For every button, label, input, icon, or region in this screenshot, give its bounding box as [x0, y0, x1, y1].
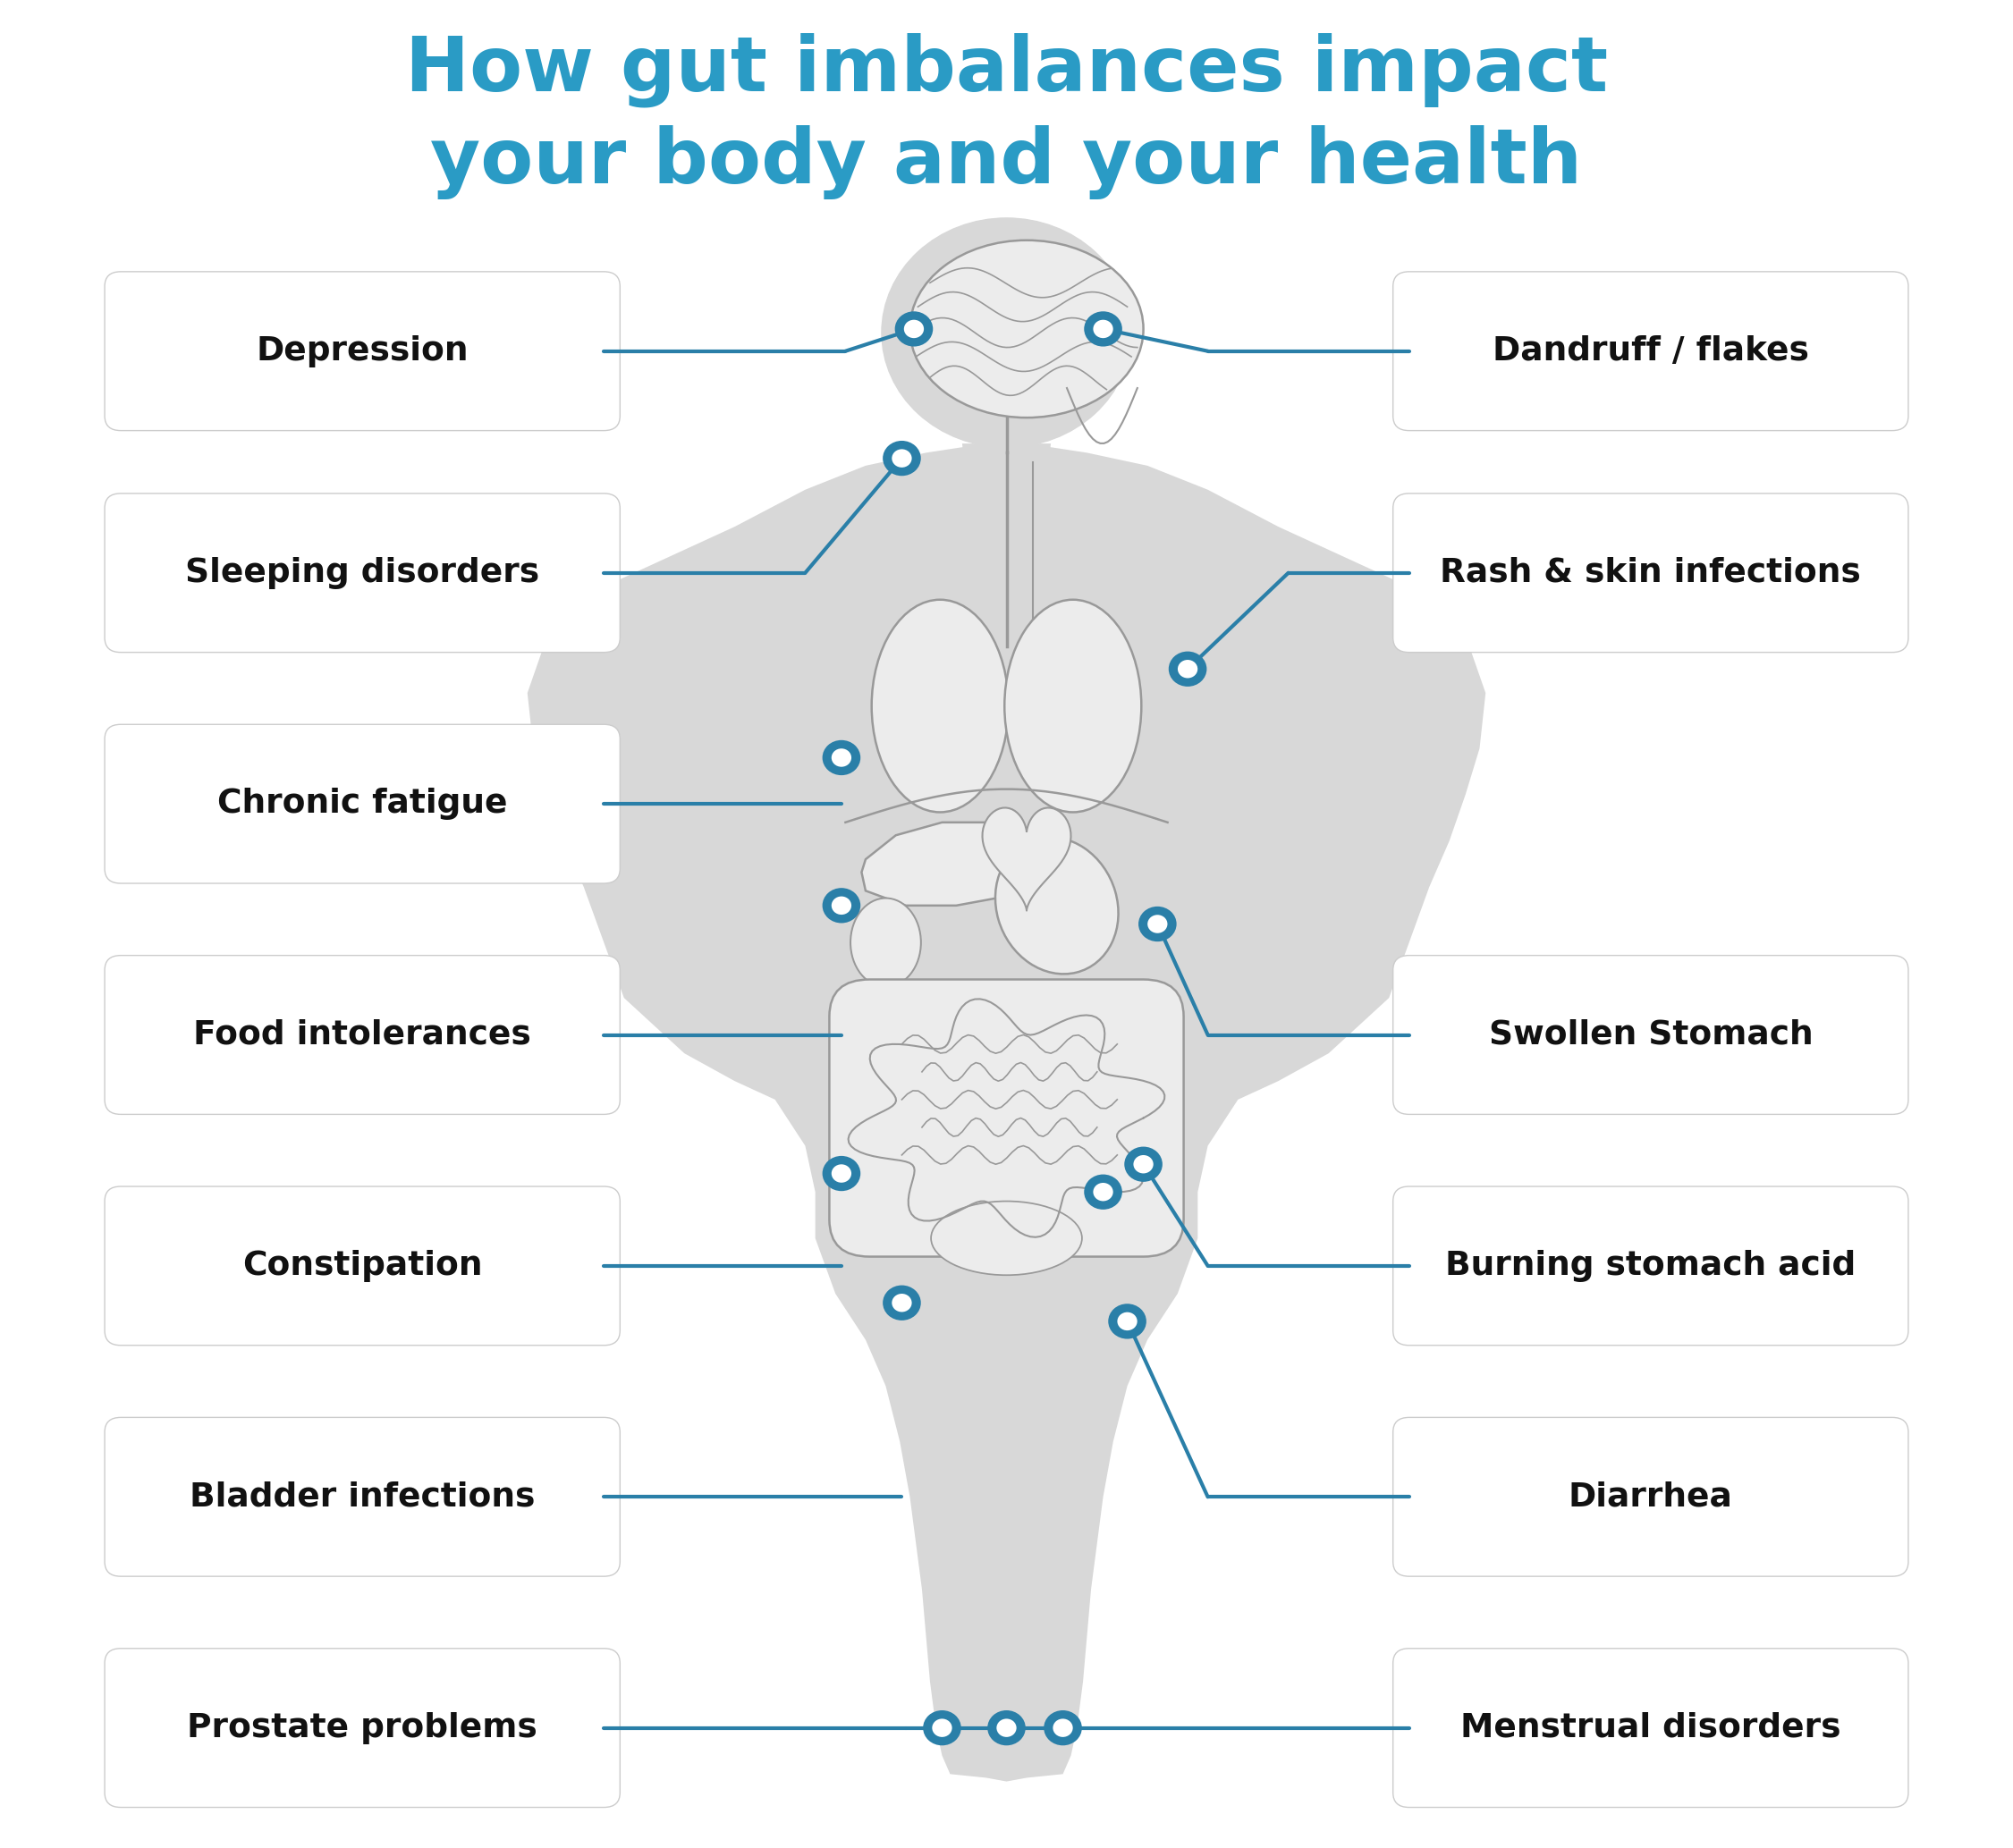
- Circle shape: [823, 1157, 860, 1190]
- FancyBboxPatch shape: [829, 979, 1184, 1257]
- Ellipse shape: [1004, 601, 1141, 813]
- Circle shape: [1093, 320, 1113, 338]
- Circle shape: [882, 218, 1131, 447]
- Circle shape: [1117, 1312, 1137, 1331]
- FancyBboxPatch shape: [1393, 955, 1908, 1114]
- Ellipse shape: [994, 837, 1119, 974]
- Circle shape: [904, 320, 924, 338]
- Text: Rash & skin infections: Rash & skin infections: [1439, 556, 1862, 590]
- FancyBboxPatch shape: [105, 493, 620, 652]
- Text: your body and your health: your body and your health: [431, 126, 1582, 200]
- Circle shape: [892, 1294, 912, 1312]
- FancyBboxPatch shape: [105, 955, 620, 1114]
- Circle shape: [1139, 907, 1176, 941]
- Circle shape: [1093, 1183, 1113, 1201]
- Text: Dandruff / flakes: Dandruff / flakes: [1492, 334, 1810, 368]
- FancyBboxPatch shape: [1393, 1186, 1908, 1345]
- FancyBboxPatch shape: [1393, 272, 1908, 431]
- Text: Sleeping disorders: Sleeping disorders: [185, 556, 539, 590]
- FancyBboxPatch shape: [105, 272, 620, 431]
- Text: Depression: Depression: [256, 334, 469, 368]
- Circle shape: [1147, 915, 1168, 933]
- Text: Bladder infections: Bladder infections: [189, 1480, 535, 1514]
- Polygon shape: [982, 808, 1071, 911]
- Ellipse shape: [930, 1201, 1083, 1275]
- Circle shape: [892, 449, 912, 468]
- Text: Chronic fatigue: Chronic fatigue: [217, 787, 507, 821]
- Circle shape: [831, 748, 851, 767]
- FancyBboxPatch shape: [1393, 1417, 1908, 1576]
- Text: Constipation: Constipation: [242, 1249, 483, 1283]
- Circle shape: [831, 1164, 851, 1183]
- FancyBboxPatch shape: [105, 724, 620, 883]
- Circle shape: [1109, 1305, 1145, 1338]
- Circle shape: [1085, 1175, 1121, 1209]
- Circle shape: [988, 1711, 1025, 1745]
- Circle shape: [1125, 1148, 1162, 1181]
- Ellipse shape: [910, 240, 1143, 418]
- FancyBboxPatch shape: [1393, 493, 1908, 652]
- Polygon shape: [962, 444, 1051, 490]
- FancyBboxPatch shape: [105, 1186, 620, 1345]
- Circle shape: [1178, 660, 1198, 678]
- Circle shape: [896, 312, 932, 346]
- Circle shape: [1045, 1711, 1081, 1745]
- Circle shape: [1053, 1719, 1073, 1737]
- Circle shape: [932, 1719, 952, 1737]
- Text: Prostate problems: Prostate problems: [187, 1711, 537, 1745]
- Circle shape: [884, 1286, 920, 1319]
- FancyBboxPatch shape: [105, 1417, 620, 1576]
- Text: Burning stomach acid: Burning stomach acid: [1445, 1249, 1856, 1283]
- FancyBboxPatch shape: [1393, 1648, 1908, 1807]
- Ellipse shape: [872, 601, 1009, 813]
- Circle shape: [1170, 652, 1206, 686]
- Circle shape: [1133, 1155, 1153, 1173]
- Text: How gut imbalances impact: How gut imbalances impact: [405, 33, 1608, 107]
- Polygon shape: [527, 447, 1486, 1781]
- Circle shape: [996, 1719, 1017, 1737]
- Circle shape: [823, 889, 860, 922]
- Circle shape: [1085, 312, 1121, 346]
- Ellipse shape: [849, 898, 920, 987]
- Text: Diarrhea: Diarrhea: [1568, 1480, 1733, 1514]
- Text: Swollen Stomach: Swollen Stomach: [1488, 1018, 1814, 1052]
- Polygon shape: [862, 822, 1047, 906]
- FancyBboxPatch shape: [105, 1648, 620, 1807]
- Circle shape: [823, 741, 860, 774]
- Text: Food intolerances: Food intolerances: [193, 1018, 531, 1052]
- Circle shape: [831, 896, 851, 915]
- Circle shape: [924, 1711, 960, 1745]
- Text: Menstrual disorders: Menstrual disorders: [1459, 1711, 1842, 1745]
- Circle shape: [884, 442, 920, 475]
